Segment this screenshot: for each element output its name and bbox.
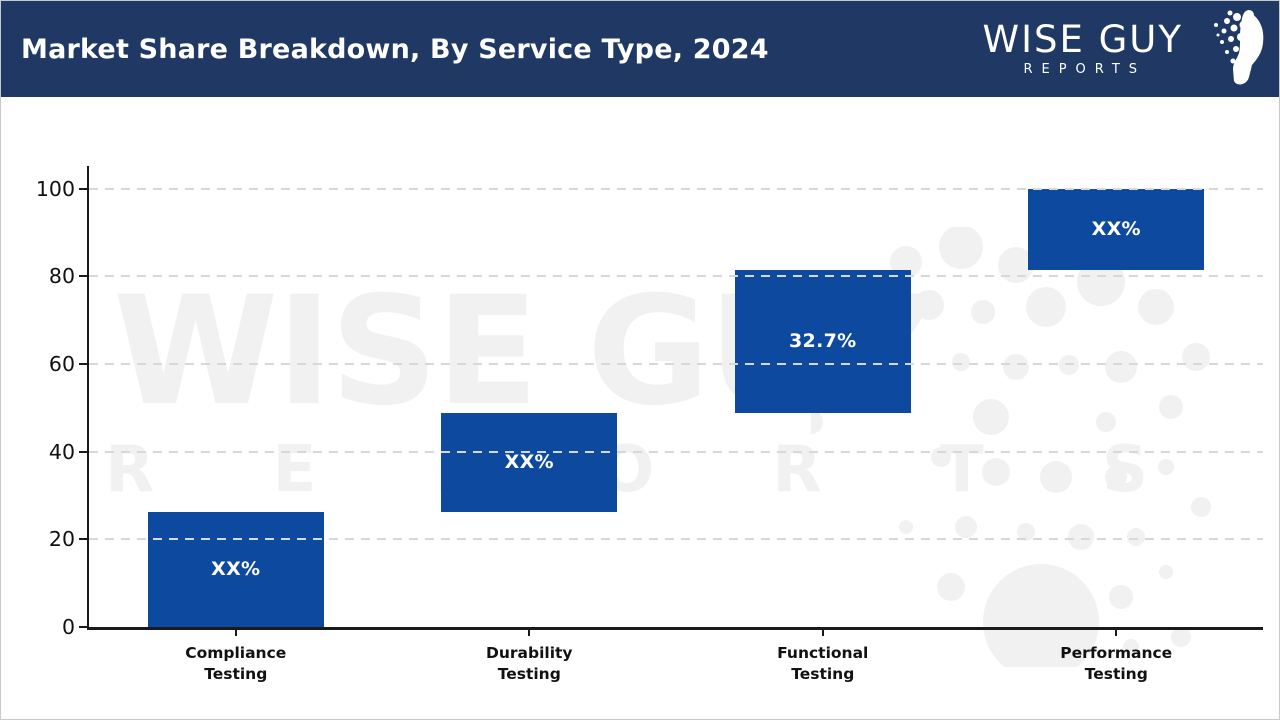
gridline xyxy=(89,275,1263,278)
waterfall-bar: XX% xyxy=(147,511,324,627)
y-tick-label: 0 xyxy=(61,615,75,639)
y-tick-label: 20 xyxy=(48,527,75,552)
waterfall-bar: XX% xyxy=(441,413,618,512)
waterfall-bar: XX% xyxy=(1028,188,1205,270)
category-label: Functional Testing xyxy=(777,644,869,683)
gridline xyxy=(89,362,1263,365)
logo-brand-name: WISE GUY xyxy=(982,18,1183,62)
category-label: Durability Testing xyxy=(485,644,573,683)
y-tick-mark xyxy=(79,538,87,541)
bar-value-label: XX% xyxy=(1091,218,1141,241)
bar-value-label: XX% xyxy=(504,451,554,474)
chart-area: WISE GUY R E P O R T S 0 20 40 60 80 100 XX% C xyxy=(1,97,1279,719)
bar-value-label: 32.7% xyxy=(789,330,857,353)
y-tick-mark xyxy=(79,275,87,278)
y-tick-label: 60 xyxy=(48,351,75,376)
x-tick-mark xyxy=(1115,629,1118,636)
category-label: Compliance Testing xyxy=(185,644,287,683)
x-axis-line xyxy=(87,627,1263,630)
logo-text: WISE GUY REPORTS xyxy=(982,18,1183,77)
page-title: Market Share Breakdown, By Service Type,… xyxy=(21,33,769,65)
x-tick-mark xyxy=(528,629,531,636)
y-tick-mark xyxy=(79,187,87,190)
y-tick-mark xyxy=(79,362,87,365)
x-tick-mark xyxy=(821,629,824,636)
y-tick-label: 40 xyxy=(48,439,75,464)
gridline xyxy=(89,187,1263,190)
plot-area: 0 20 40 60 80 100 XX% Compliance Testing XX% Dura… xyxy=(36,166,1263,683)
waterfall-bar: 32.7% xyxy=(734,269,911,414)
header: Market Share Breakdown, By Service Type,… xyxy=(1,1,1279,97)
dotted-head-icon xyxy=(1214,10,1264,85)
y-tick-label: 100 xyxy=(35,176,75,201)
x-tick-mark xyxy=(234,629,237,636)
logo-brand-subtitle: REPORTS xyxy=(1023,61,1147,77)
y-axis-line xyxy=(87,166,89,629)
gridline xyxy=(89,450,1263,453)
y-tick-mark xyxy=(79,626,87,628)
wise-guy-reports-logo: WISE GUY REPORTS xyxy=(983,7,1267,91)
category-label: Performance Testing xyxy=(1060,644,1173,683)
y-tick-label: 80 xyxy=(48,264,75,289)
bar-value-label: XX% xyxy=(211,558,261,581)
gridline xyxy=(89,538,1263,541)
y-tick-mark xyxy=(79,450,87,453)
watermark-text-reports: R E P O R T S xyxy=(105,433,1197,507)
